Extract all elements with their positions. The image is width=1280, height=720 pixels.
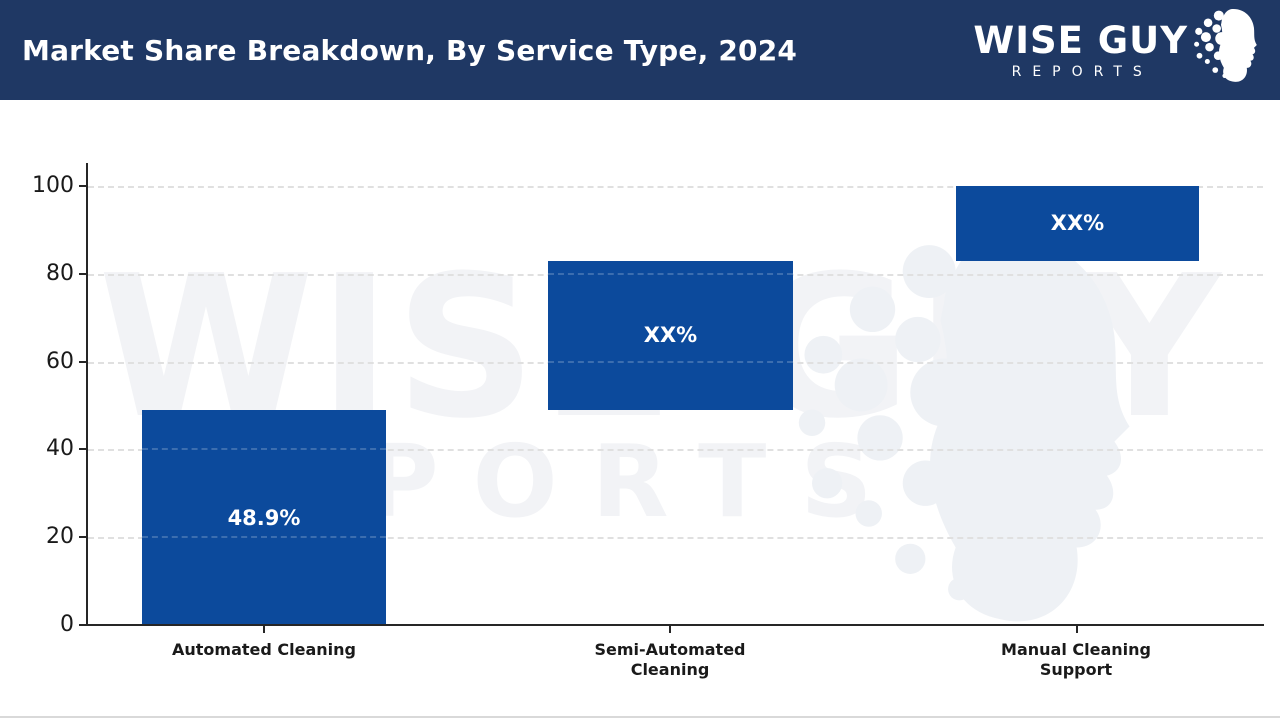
chart-area: WISE GUY REPORTS 48.9% XX% XX% 100 80 bbox=[0, 100, 1280, 720]
y-tick-mark bbox=[79, 272, 87, 275]
header-bar: Market Share Breakdown, By Service Type,… bbox=[0, 0, 1280, 100]
bar-automated-cleaning: 48.9% bbox=[142, 410, 386, 625]
gridline-over-bar bbox=[142, 536, 386, 539]
category-label-line: Cleaning bbox=[630, 660, 710, 679]
gridline-20 bbox=[88, 537, 1263, 540]
y-tick-label: 0 bbox=[60, 612, 74, 637]
y-tick-mark bbox=[79, 185, 87, 187]
brand-name: WISE GUY bbox=[973, 18, 1188, 62]
brand-subtitle: REPORTS bbox=[1011, 63, 1153, 80]
y-tick-label: 60 bbox=[46, 348, 74, 374]
category-label-manual-cleaning-support: Manual Cleaning Support bbox=[936, 640, 1216, 680]
x-tick-mark bbox=[669, 626, 671, 633]
bar-value-label: 48.9% bbox=[227, 505, 301, 530]
brand-logo: WISE GUY REPORTS bbox=[973, 7, 1262, 93]
gridline-40 bbox=[88, 449, 1263, 452]
category-label-semi-automated-cleaning: Semi-Automated Cleaning bbox=[530, 640, 810, 680]
x-axis-line bbox=[86, 624, 1264, 626]
y-tick-mark bbox=[79, 448, 87, 451]
y-tick-label: 20 bbox=[46, 524, 74, 550]
watermark-face-icon bbox=[798, 236, 1130, 622]
bar-semi-automated-cleaning: XX% bbox=[548, 260, 793, 411]
gridline-100 bbox=[88, 186, 1263, 188]
page-title: Market Share Breakdown, By Service Type,… bbox=[22, 33, 798, 67]
brand-face-icon bbox=[1194, 8, 1257, 82]
y-tick-mark bbox=[79, 360, 87, 363]
gridline-over-bar bbox=[548, 272, 793, 275]
y-axis-line bbox=[86, 163, 88, 626]
gridline-over-bar bbox=[142, 448, 386, 451]
gridline-over-bar bbox=[548, 360, 793, 363]
bar-manual-cleaning-support: XX% bbox=[956, 186, 1199, 261]
y-tick-mark bbox=[79, 624, 87, 626]
bar-value-label: XX% bbox=[1050, 211, 1105, 236]
y-tick-label: 100 bbox=[32, 173, 74, 198]
bottom-divider bbox=[0, 716, 1280, 718]
x-tick-mark bbox=[263, 626, 265, 633]
bar-value-label: XX% bbox=[643, 323, 698, 348]
brand-wordmark: WISE GUY REPORTS bbox=[973, 22, 1188, 79]
category-label-line: Automated Cleaning bbox=[172, 640, 356, 659]
y-tick-mark bbox=[79, 536, 87, 539]
category-label-line: Semi-Automated bbox=[594, 640, 746, 659]
x-tick-mark bbox=[1076, 626, 1078, 633]
category-label-automated-cleaning: Automated Cleaning bbox=[124, 640, 404, 660]
category-label-line: Manual Cleaning bbox=[1001, 640, 1151, 659]
y-tick-label: 80 bbox=[46, 260, 74, 286]
y-tick-label: 40 bbox=[46, 436, 74, 462]
category-label-line: Support bbox=[1039, 660, 1113, 679]
